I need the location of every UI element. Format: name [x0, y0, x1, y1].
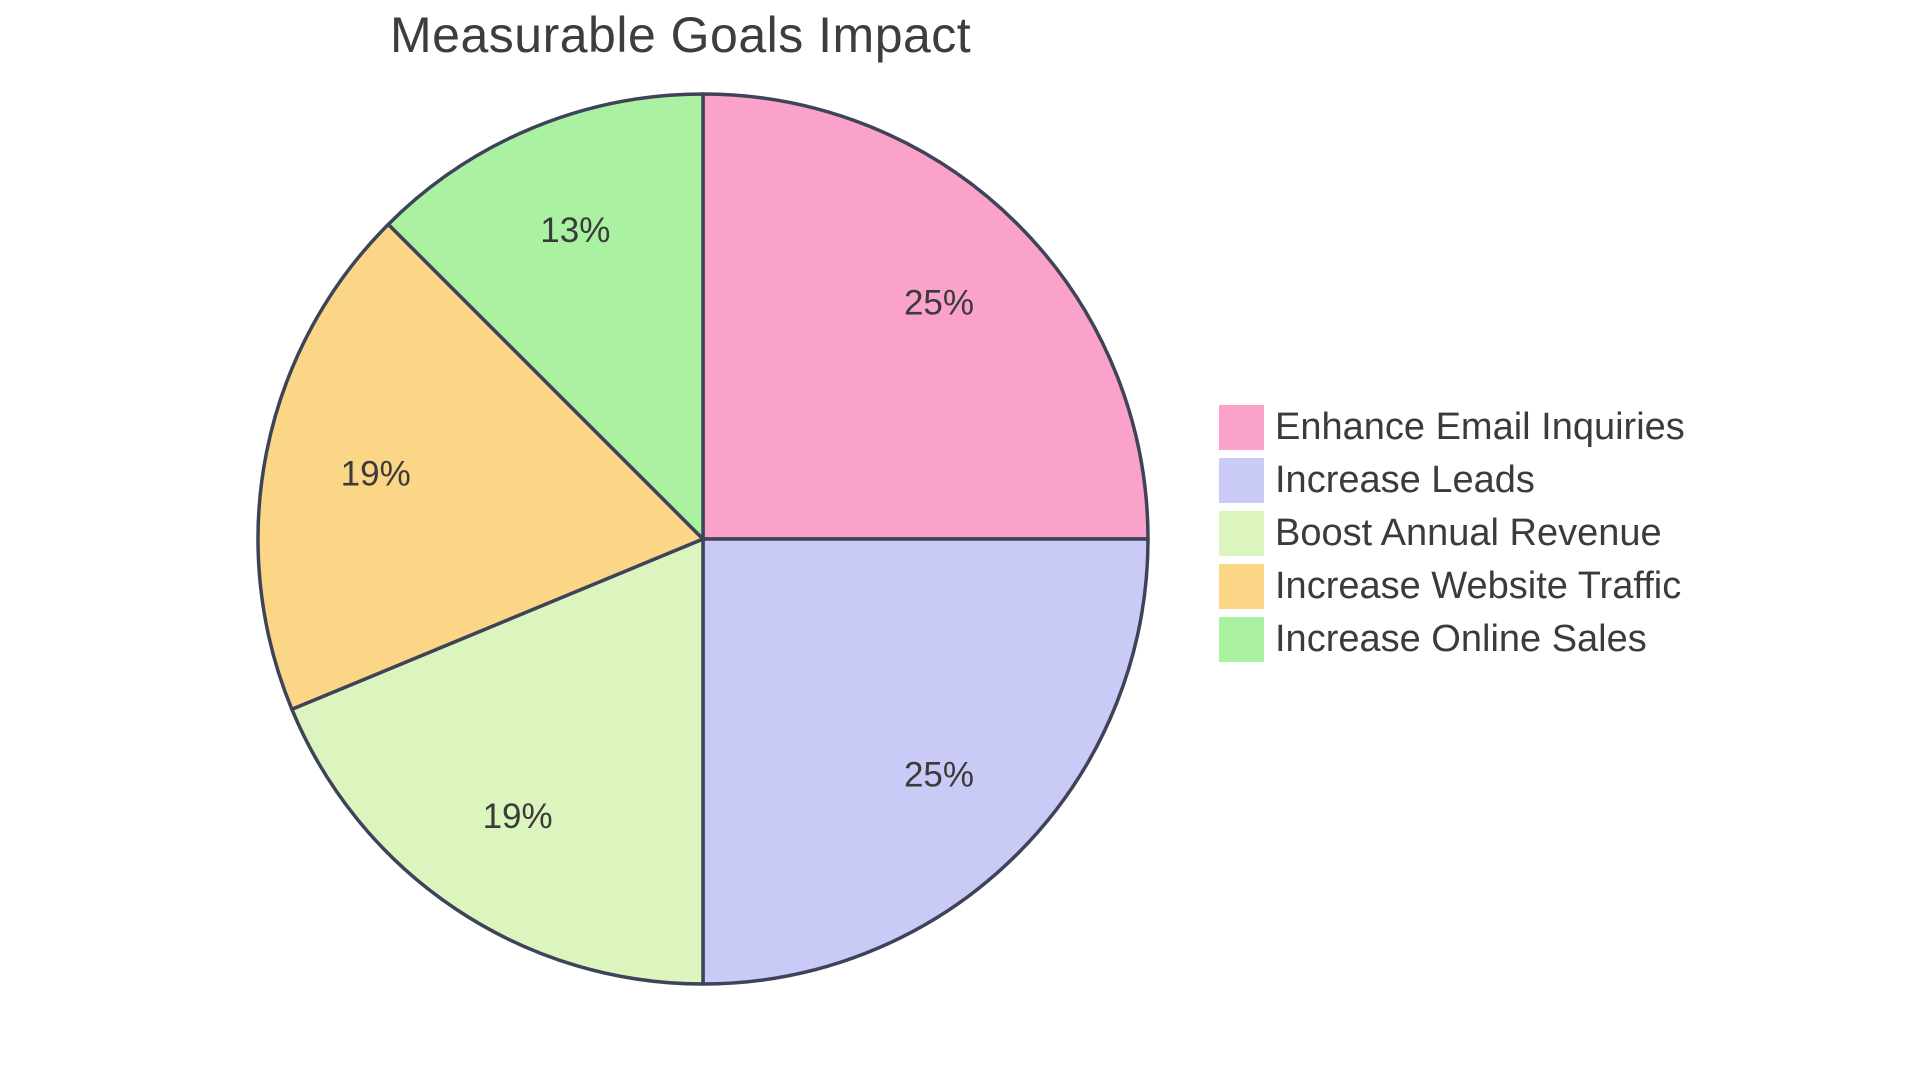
legend-swatch [1219, 617, 1264, 662]
legend-item: Increase Online Sales [1219, 617, 1685, 662]
pie-slice [290, 537, 705, 986]
legend-swatch [1219, 564, 1264, 609]
chart-title: Measurable Goals Impact [390, 7, 972, 63]
legend-label: Enhance Email Inquiries [1275, 406, 1685, 448]
legend-label: Increase Website Traffic [1275, 565, 1682, 607]
slice-percent-label: 19% [341, 454, 411, 493]
legend-label: Increase Leads [1275, 459, 1535, 501]
legend-item: Boost Annual Revenue [1219, 511, 1685, 556]
slice-percent-label: 19% [483, 797, 553, 836]
slice-percent-label: 25% [904, 284, 974, 323]
pie-slice [386, 92, 705, 541]
legend-swatch [1219, 511, 1264, 556]
pie-slice [256, 222, 705, 712]
pie-slice [701, 92, 1150, 541]
slice-percent-label: 13% [540, 211, 610, 250]
legend-label: Boost Annual Revenue [1275, 512, 1662, 554]
legend-swatch [1219, 458, 1264, 503]
slice-percent-label: 25% [904, 756, 974, 795]
legend-label: Increase Online Sales [1275, 618, 1647, 660]
legend-swatch [1219, 405, 1264, 450]
legend: Enhance Email Inquiries Increase Leads B… [1219, 405, 1685, 662]
legend-item: Enhance Email Inquiries [1219, 405, 1685, 450]
pie-slice [701, 537, 1150, 986]
legend-item: Increase Website Traffic [1219, 564, 1685, 609]
legend-item: Increase Leads [1219, 458, 1685, 503]
